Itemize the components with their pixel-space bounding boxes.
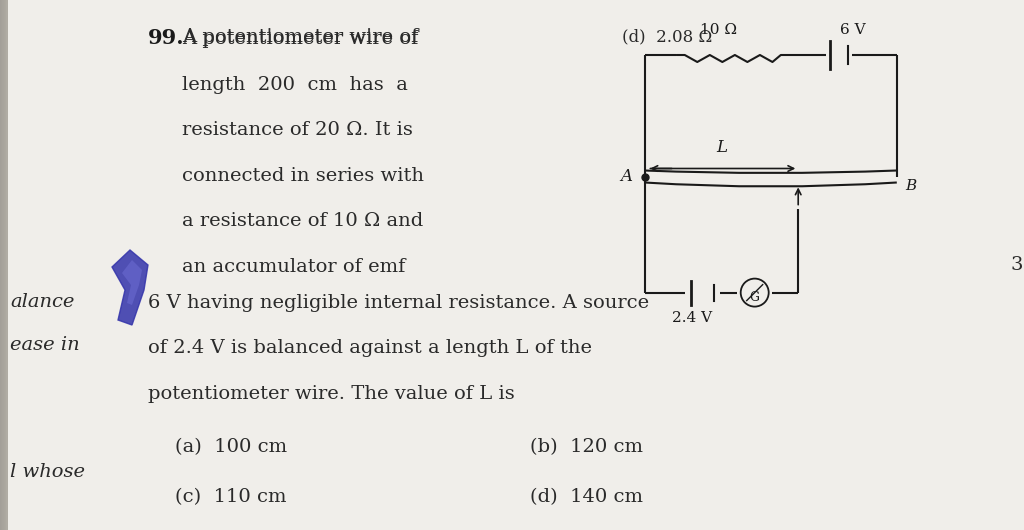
Text: a resistance of 10 Ω and: a resistance of 10 Ω and (182, 213, 423, 231)
Text: A potentiometer wire of: A potentiometer wire of (182, 28, 419, 46)
Text: ease in: ease in (10, 335, 80, 354)
Text: length  200  cm  has  a: length 200 cm has a (182, 76, 408, 94)
Text: B: B (905, 180, 916, 193)
Text: potentiometer wire. The value of L is: potentiometer wire. The value of L is (148, 385, 515, 403)
Text: resistance of 20 Ω. It is: resistance of 20 Ω. It is (182, 121, 413, 139)
Text: an accumulator of emf: an accumulator of emf (182, 258, 406, 276)
Text: (d)  2.08 Ω: (d) 2.08 Ω (622, 28, 713, 45)
Bar (0, 0, 8, 530)
Text: 99.: 99. (148, 28, 184, 48)
Text: (d)  140 cm: (d) 140 cm (530, 488, 643, 506)
Text: 6 V having negligible internal resistance. A source: 6 V having negligible internal resistanc… (148, 294, 649, 312)
Polygon shape (122, 260, 142, 305)
Text: 6 V: 6 V (840, 23, 865, 37)
Text: l whose: l whose (10, 463, 85, 481)
Text: L: L (716, 139, 727, 156)
Text: (a)  100 cm: (a) 100 cm (175, 438, 287, 456)
Text: 10 Ω: 10 Ω (700, 23, 737, 37)
Text: connected in series with: connected in series with (182, 167, 424, 185)
Text: (c)  110 cm: (c) 110 cm (175, 488, 287, 506)
Text: 2.4 V: 2.4 V (672, 311, 712, 324)
Text: A: A (621, 168, 633, 185)
Text: (b)  120 cm: (b) 120 cm (530, 438, 643, 456)
Text: G: G (750, 291, 760, 304)
Text: A potentiometer wire of: A potentiometer wire of (182, 30, 419, 48)
Text: 3: 3 (1010, 256, 1023, 274)
Polygon shape (112, 250, 148, 325)
Text: of 2.4 V is balanced against a length L of the: of 2.4 V is balanced against a length L … (148, 339, 592, 357)
Text: alance: alance (10, 293, 75, 311)
